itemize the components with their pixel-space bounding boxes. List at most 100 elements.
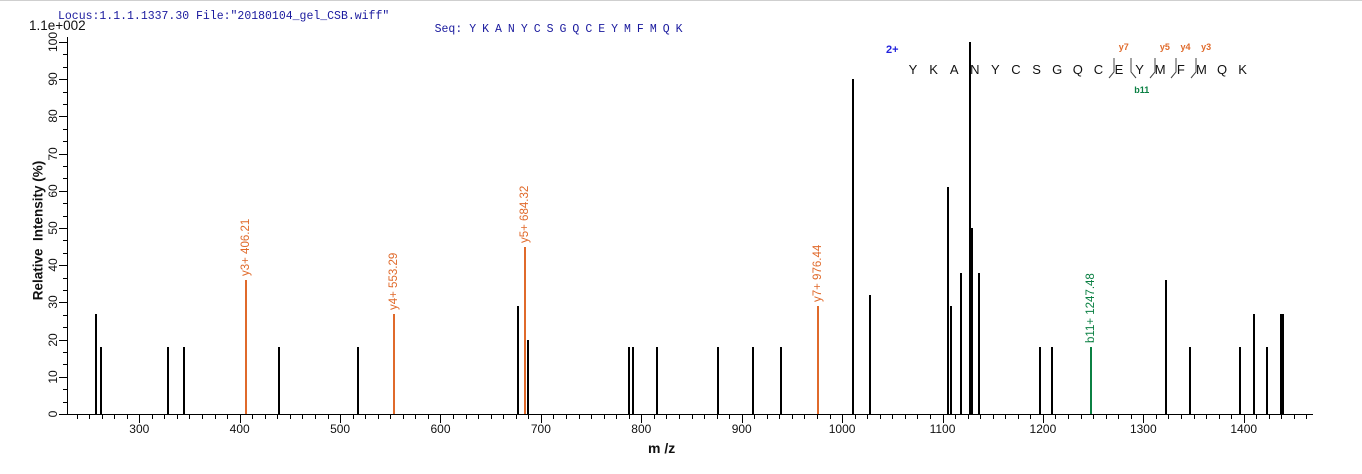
y-axis-major-tick [59,376,67,378]
y-axis-tick-label: 30 [46,295,60,310]
x-axis-minor-tick [917,415,919,419]
y-axis-major-tick [59,265,67,267]
x-axis-minor-tick [1005,415,1007,419]
y-axis-minor-tick [63,364,67,366]
y-axis-minor-tick [63,66,67,68]
peptide-residue: S [1032,62,1041,77]
y-axis-tick-label: 70 [46,146,60,161]
y-axis-minor-tick [63,240,67,242]
fragment-label: y5 [1159,42,1170,52]
y-fragment-marker-icon [1190,58,1197,79]
spectrum-peak [852,79,855,414]
peak-label: y7+ 976.44 [812,244,825,303]
header-seq-value: YKANYCSGQCEYMFMQK [469,23,689,36]
x-axis-minor-tick [929,415,931,419]
y-axis-tick-label: 100 [46,31,60,53]
b-fragment-marker-icon [1130,58,1137,79]
x-axis-minor-tick [1017,415,1019,419]
x-axis-minor-tick [704,415,706,419]
x-axis-major-tick [239,415,241,423]
spectrum-peak [524,246,527,414]
y-axis-minor-tick [63,203,67,205]
spectrum-peak [167,347,170,414]
x-axis-minor-tick [1256,415,1258,419]
x-axis-minor-tick [804,415,806,419]
x-axis-minor-tick [678,415,680,419]
y-axis-minor-tick [63,166,67,167]
y-axis-major-tick [59,228,67,229]
peak-label: y4+ 553.29 [387,252,400,310]
header-locus-file: Locus:1.1.1.1337.30 File:"20180104_gel_C… [58,10,390,23]
x-axis-minor-tick [967,415,969,419]
x-axis-minor-tick [1155,415,1157,419]
x-axis-minor-tick [904,415,906,419]
x-axis-minor-tick [252,415,254,419]
peptide-residue: Y [908,62,918,77]
x-axis-major-tick [540,415,542,423]
x-axis-minor-tick [829,415,831,419]
x-axis-major-tick [139,415,141,423]
y-axis-tick-label: 50 [46,221,60,235]
x-axis-minor-tick [1206,415,1208,419]
x-axis-minor-tick [490,415,492,419]
y-axis-line [67,37,68,415]
header-seq-label: Seq: [434,23,463,36]
x-axis-minor-tick [314,415,316,419]
x-axis-minor-tick [352,415,354,419]
peptide-residue: M [1154,62,1166,77]
y-axis-minor-tick [63,327,67,329]
y-axis-minor-tick [63,252,67,254]
y-axis-tick-label: 20 [46,332,60,347]
spectrum-peak [1165,280,1168,414]
peptide-residue: Q [1072,62,1083,77]
spectrum-peak [656,347,659,414]
y-axis-tick-label: 10 [46,370,60,384]
x-axis-minor-tick [227,415,229,419]
spectrum-peak [977,272,980,414]
spectrum-peak [968,42,971,414]
x-axis-minor-tick [980,415,982,419]
x-axis-tick-label: 1400 [1230,422,1258,436]
x-axis-minor-tick [1093,415,1095,419]
x-axis-minor-tick [1293,415,1295,419]
spectrum-peak [100,347,103,414]
x-axis-minor-tick [754,415,756,419]
y-axis-tick-label: 90 [46,72,60,86]
y-axis-tick-label: 60 [46,184,60,198]
x-axis-major-tick [641,415,643,423]
x-axis-tick-label: 600 [430,422,451,436]
x-axis-tick-label: 700 [530,422,551,436]
x-axis-major-tick [942,415,944,423]
peptide-residue: G [1052,62,1063,77]
x-axis-minor-tick [478,415,480,419]
x-axis-major-tick [741,415,743,423]
precursor-charge-label: 2+ [886,44,899,56]
y-axis-tick-label: 0 [46,410,60,418]
spectrum-peak [277,347,280,414]
x-axis-tick-label: 400 [229,422,250,436]
x-axis-major-tick [340,415,342,423]
x-axis-minor-tick [176,415,178,419]
spectrum-peak [392,313,395,414]
peptide-residue: K [1238,62,1247,77]
x-axis-minor-tick [302,415,304,419]
x-axis-minor-tick [164,415,166,419]
fragment-label: b11 [1134,85,1150,95]
spectrum-peak [1279,313,1284,414]
x-axis-minor-tick [503,415,505,419]
peak-label: y5+ 684.32 [519,185,532,243]
y-axis-minor-tick [63,54,67,56]
x-axis-minor-tick [277,415,279,419]
spectrum-peak [869,294,872,414]
spectrum-peak [357,347,360,414]
y-axis-minor-tick [63,277,67,279]
x-axis-minor-tick [1068,415,1070,419]
x-axis-minor-tick [89,415,91,419]
spectrum-peak [1238,347,1241,414]
x-axis-minor-tick [1130,415,1132,419]
x-axis-minor-tick [992,415,994,419]
x-axis-minor-tick [1180,415,1182,419]
spectrum-peak [1188,347,1191,414]
x-axis-minor-tick [1268,415,1270,419]
